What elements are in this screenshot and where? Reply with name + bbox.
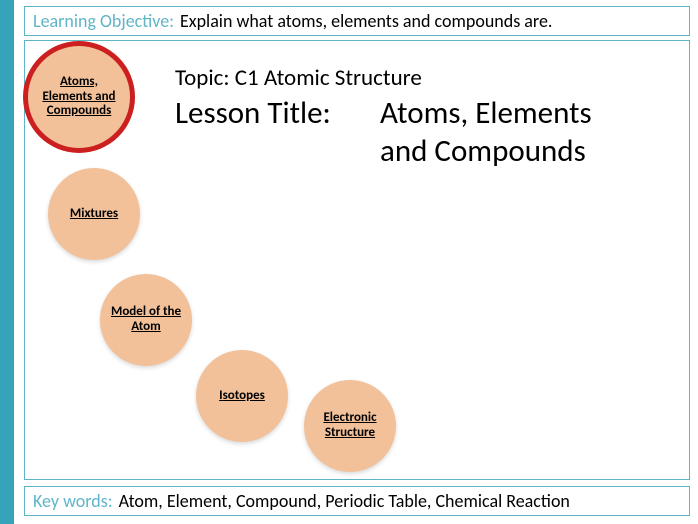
accent-left-bar: [0, 0, 14, 524]
lesson-title-value-2: and Compounds: [380, 132, 586, 170]
learning-objective-bar: Learning Objective: Explain what atoms, …: [24, 6, 690, 36]
learning-objective-label: Learning Objective:: [33, 10, 174, 32]
topic-node-label: Atoms, Elements and Compounds: [34, 75, 124, 120]
topic-node-1[interactable]: Mixtures: [48, 168, 140, 260]
lesson-title-value-1: Atoms, Elements: [380, 94, 592, 132]
learning-objective-text: Explain what atoms, elements and compoun…: [180, 10, 552, 32]
topic-node-label: Isotopes: [219, 389, 265, 404]
key-words-label: Key words:: [33, 490, 113, 512]
key-words-text: Atom, Element, Compound, Periodic Table,…: [119, 490, 570, 512]
lesson-title-label: Lesson Title:: [175, 94, 331, 132]
topic-node-label: Mixtures: [70, 207, 118, 222]
topic-node-4[interactable]: Electronic Structure: [304, 380, 396, 472]
topic-node-label: Electronic Structure: [310, 411, 390, 441]
key-words-bar: Key words: Atom, Element, Compound, Peri…: [24, 486, 690, 516]
topic-line: Topic: C1 Atomic Structure: [175, 64, 422, 92]
topic-node-0[interactable]: Atoms, Elements and Compounds: [28, 46, 130, 148]
topic-node-3[interactable]: Isotopes: [196, 350, 288, 442]
topic-node-2[interactable]: Model of the Atom: [100, 274, 192, 366]
topic-node-label: Model of the Atom: [106, 305, 186, 335]
